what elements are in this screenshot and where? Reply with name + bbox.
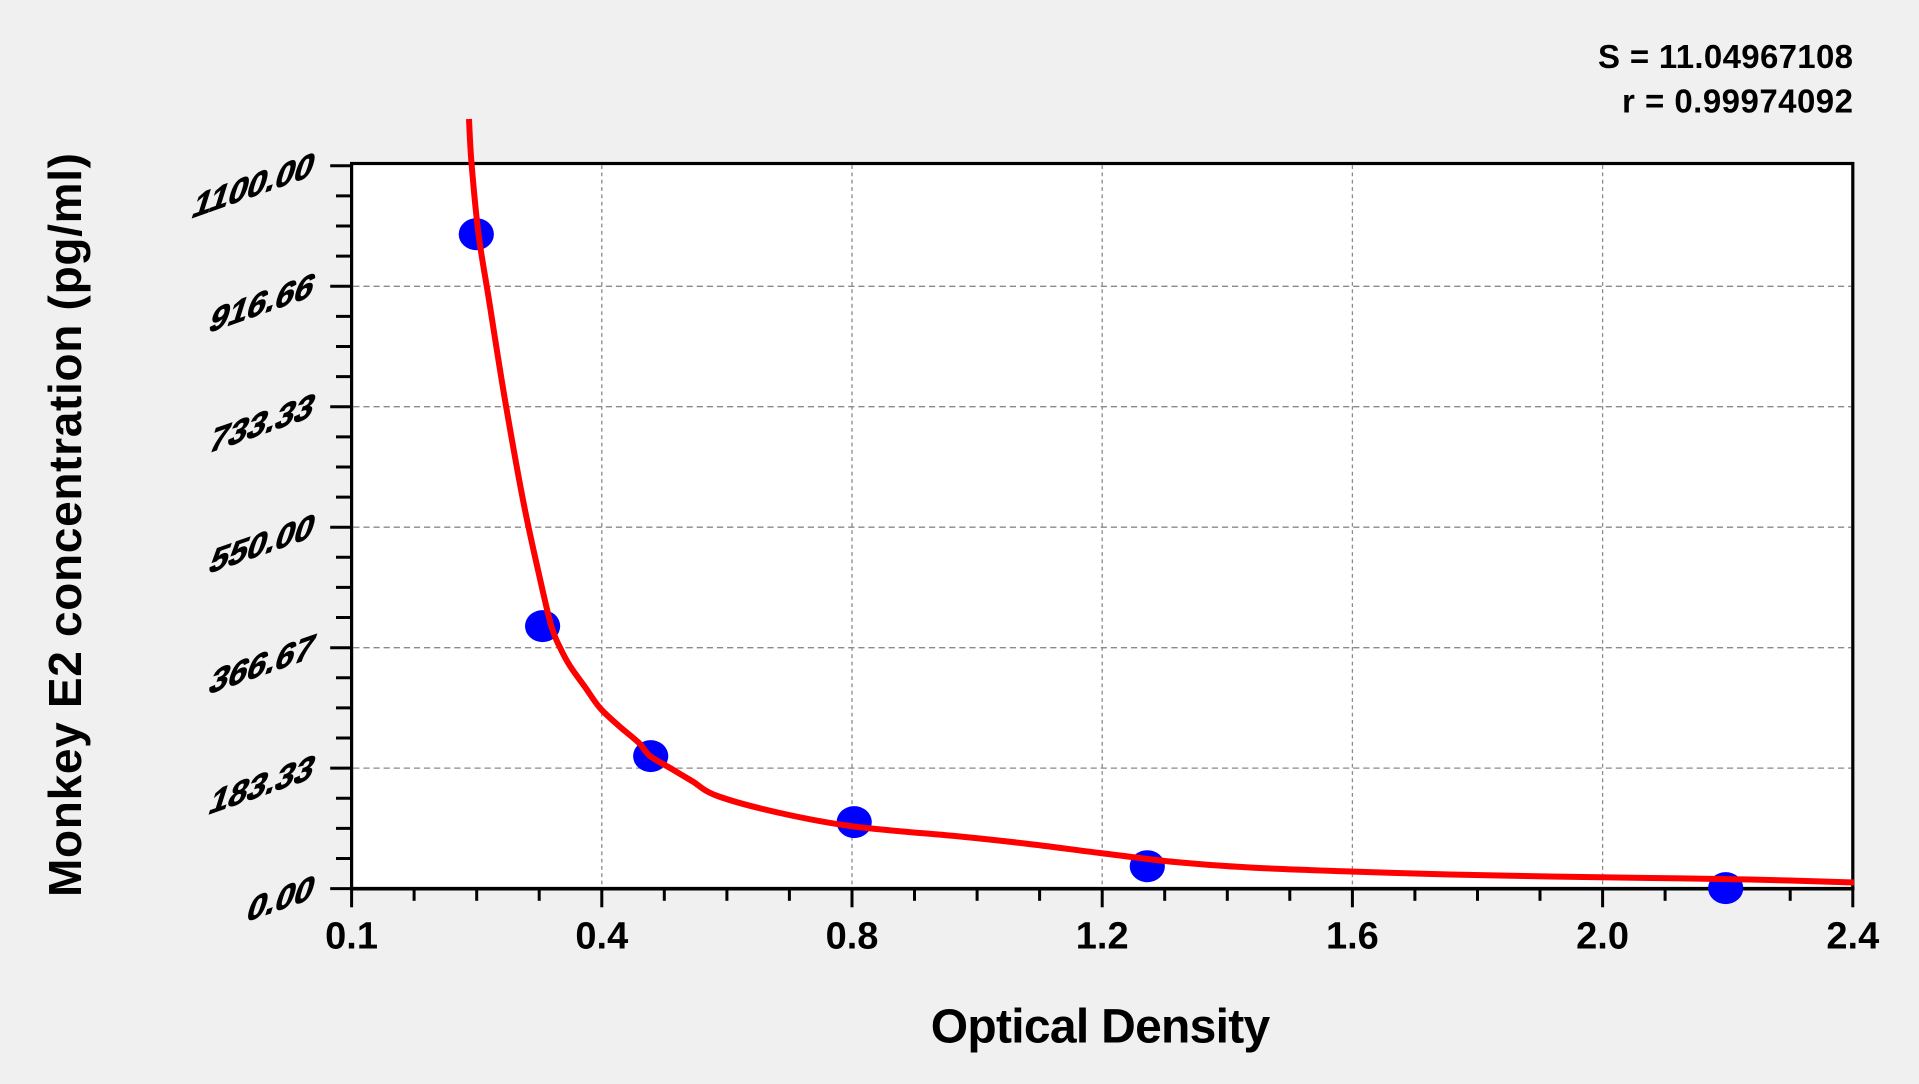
svg-text:0.4: 0.4 [575, 916, 628, 958]
svg-text:r = 0.99974092: r = 0.99974092 [1622, 83, 1853, 120]
svg-text:0.8: 0.8 [826, 916, 879, 958]
svg-text:2.0: 2.0 [1576, 916, 1629, 958]
svg-text:2.4: 2.4 [1826, 916, 1879, 958]
svg-text:1.2: 1.2 [1076, 916, 1129, 958]
svg-text:0.1: 0.1 [325, 916, 378, 958]
svg-text:S = 11.04967108: S = 11.04967108 [1598, 38, 1853, 75]
svg-text:Optical Density: Optical Density [931, 1001, 1271, 1054]
svg-text:1.6: 1.6 [1326, 916, 1379, 958]
svg-text:Monkey E2 concentration (pg/ml: Monkey E2 concentration (pg/ml) [39, 153, 91, 897]
